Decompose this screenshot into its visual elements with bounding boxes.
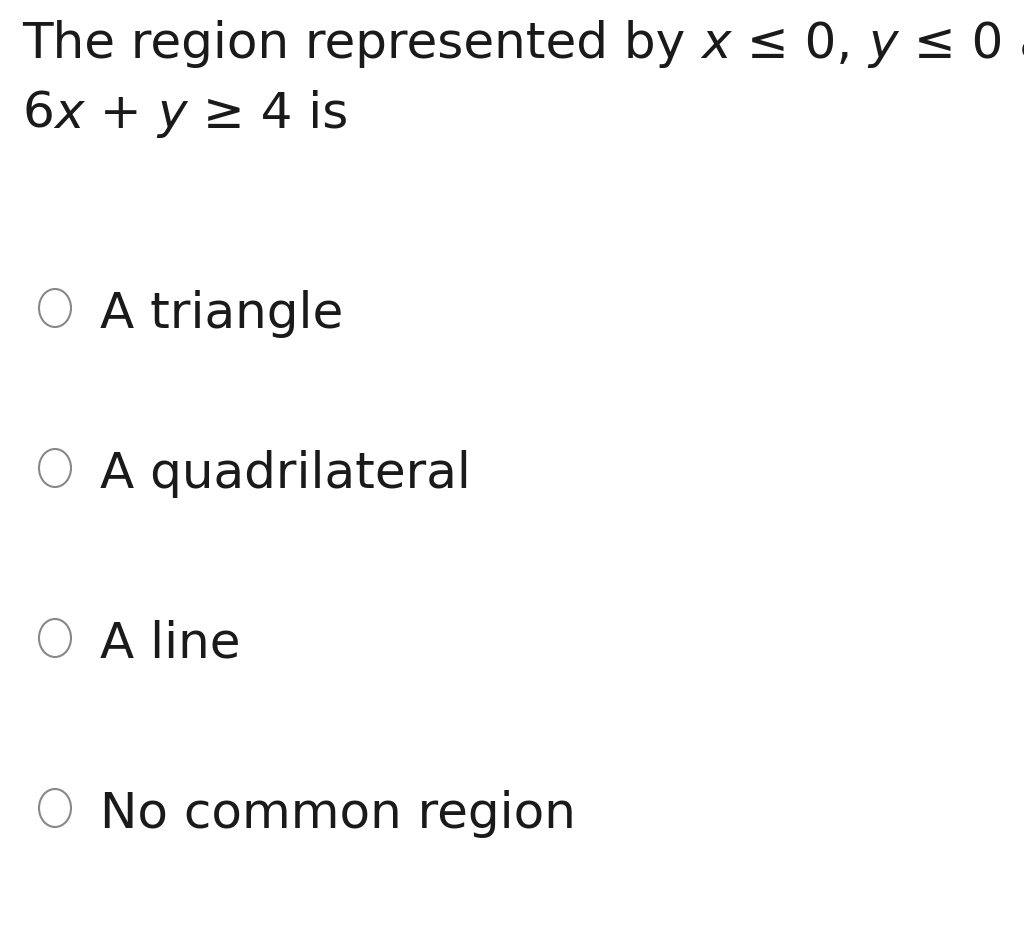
Text: No common region: No common region xyxy=(100,790,575,838)
Text: ≤ 0 and: ≤ 0 and xyxy=(897,20,1024,68)
Text: y: y xyxy=(157,90,186,138)
Text: ≤ 0,: ≤ 0, xyxy=(731,20,868,68)
Text: +: + xyxy=(84,90,157,138)
Text: A line: A line xyxy=(100,620,241,668)
Text: x: x xyxy=(54,90,84,138)
Text: The region represented by: The region represented by xyxy=(22,20,701,68)
Text: 6: 6 xyxy=(22,90,54,138)
Text: A triangle: A triangle xyxy=(100,290,343,338)
Text: ≥ 4 is: ≥ 4 is xyxy=(186,90,348,138)
Text: y: y xyxy=(868,20,897,68)
Text: x: x xyxy=(701,20,731,68)
Text: A quadrilateral: A quadrilateral xyxy=(100,450,471,498)
